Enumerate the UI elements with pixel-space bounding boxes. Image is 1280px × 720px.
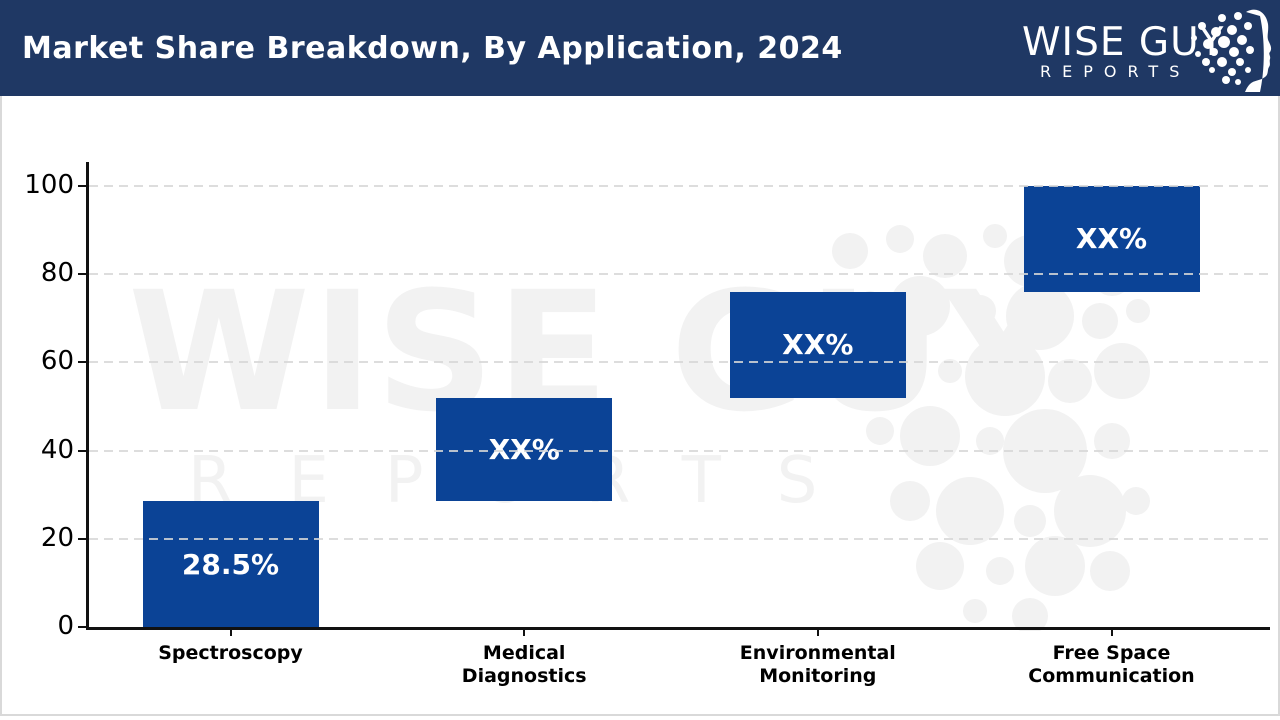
y-tick-label-60: 60: [40, 346, 74, 377]
y-tick-60: [78, 361, 86, 364]
y-tick-label-0: 0: [57, 611, 74, 641]
gridline-40: [89, 449, 1270, 452]
header-bar: Market Share Breakdown, By Application, …: [0, 0, 1280, 96]
bar-value-label: XX%: [1075, 222, 1148, 256]
logo-wordmark: WISE GUY: [1022, 20, 1225, 65]
gridline-80: [89, 273, 1270, 276]
x-tick-3: [1110, 628, 1113, 636]
y-tick-label-100: 100: [24, 170, 74, 200]
x-tick-2: [816, 628, 819, 636]
gridline-100: [89, 185, 1270, 187]
x-category-label: Free Space Communication: [962, 642, 1262, 688]
logo-face-icon: [1191, 9, 1272, 92]
x-category-label-line: Spectroscopy: [158, 642, 303, 664]
bar-spectroscopy: 28.5%: [142, 501, 319, 627]
x-category-label-line: Medical: [482, 642, 566, 664]
bar-free-space-communication: XX%: [1023, 186, 1200, 292]
y-tick-20: [78, 537, 86, 540]
y-tick-100: [78, 185, 86, 187]
x-tick-1: [523, 628, 526, 636]
bar-value-label: XX%: [782, 328, 854, 362]
x-axis-line: [86, 627, 1270, 630]
x-category-label: Spectroscopy: [81, 642, 381, 665]
wiseguy-logo: WISE GUY REPORTS: [1022, 0, 1272, 96]
bar-value-label: 28.5%: [181, 547, 280, 581]
chart-area: WISE GUY REPORTS 02040608010028.5%XX%XX%…: [0, 96, 1280, 720]
x-category-label-line: Communication: [1028, 665, 1195, 687]
x-tick-0: [229, 628, 232, 636]
watermark-face-icon: [832, 224, 1150, 631]
x-category-label-line: Monitoring: [759, 665, 877, 687]
y-tick-label-40: 40: [40, 434, 74, 465]
logo-subtext: REPORTS: [1040, 62, 1191, 81]
x-category-label-line: Environmental: [739, 642, 896, 664]
y-tick-label-20: 20: [40, 522, 74, 553]
chart-title: Market Share Breakdown, By Application, …: [22, 30, 843, 66]
bar-value-label: XX%: [488, 432, 560, 466]
y-axis-line: [86, 162, 89, 630]
x-category-label-line: Free Space: [1052, 642, 1171, 664]
y-tick-40: [78, 449, 86, 452]
y-tick-label-80: 80: [40, 258, 74, 289]
gridline-60: [89, 361, 1270, 364]
y-tick-0: [78, 626, 86, 628]
x-category-label-line: Diagnostics: [461, 665, 587, 687]
x-category-label: Environmental Monitoring: [668, 642, 968, 688]
y-tick-80: [78, 273, 86, 276]
bar-medical-diagnostics: XX%: [436, 397, 613, 502]
gridline-20: [89, 537, 1270, 540]
x-category-label: Medical Diagnostics: [374, 642, 674, 688]
bar-environmental-monitoring: XX%: [729, 291, 906, 398]
